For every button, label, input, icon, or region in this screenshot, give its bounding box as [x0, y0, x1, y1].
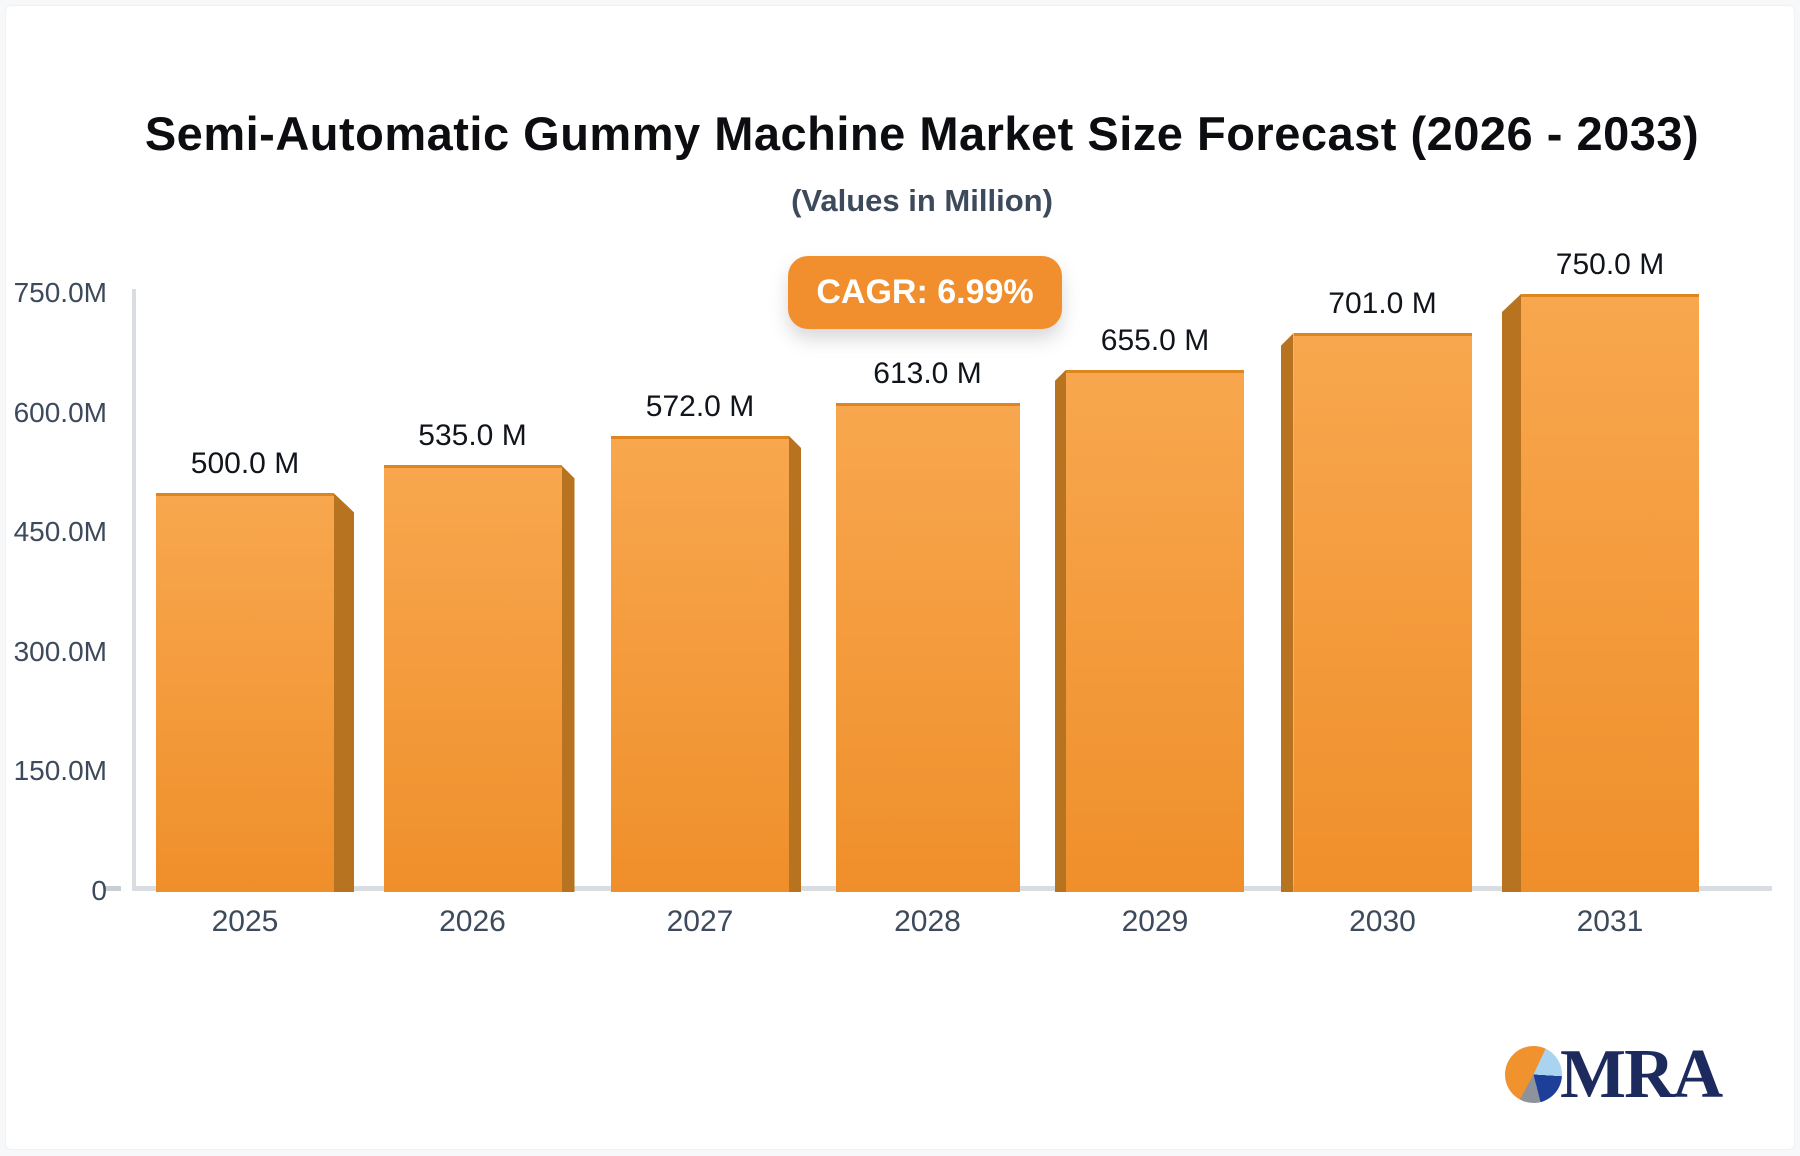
chart-title: Semi-Automatic Gummy Machine Market Size…: [144, 107, 1700, 160]
bar-2026[interactable]: [383, 465, 575, 892]
y-axis-line: [132, 289, 136, 891]
bar-2028[interactable]: [835, 403, 1020, 892]
bar-value-label-2027: 572.0 M: [645, 389, 755, 423]
bar-2030[interactable]: [1280, 333, 1472, 892]
bar-value-label-2029: 655.0 M: [1100, 323, 1210, 357]
bar-2027[interactable]: [611, 435, 801, 892]
chart-subtitle: (Values in Million): [791, 183, 1053, 218]
x-axis-label-2031: 2031: [1576, 905, 1644, 938]
cagr-badge: CAGR: 6.99%: [788, 256, 1062, 329]
bar-side-face: [561, 465, 575, 892]
bar-side-face: [1280, 333, 1294, 892]
mra-pie-icon: [1505, 1046, 1562, 1103]
bar-value-label-2025: 500.0 M: [190, 447, 300, 481]
cagr-badge-label: CAGR: 6.99%: [816, 273, 1034, 311]
bar-front-face: [1066, 369, 1244, 892]
bar-value-label-2028: 613.0 M: [873, 357, 982, 391]
bar-value-label-2030: 701.0 M: [1328, 287, 1437, 321]
x-axis-label-2030: 2030: [1349, 905, 1416, 938]
bar-front-face: [383, 465, 562, 892]
chart-header: Semi-Automatic Gummy Machine Market Size…: [50, 106, 1794, 219]
x-axis-label-2029: 2029: [1121, 905, 1189, 938]
y-axis-label-0: 0: [91, 875, 107, 906]
bar-chart-plot-area: 750.0M 600.0M 450.0M 300.0M 150.0M 0 500.0 M 20…: [6, 6, 1794, 1149]
bar-front-face: [1521, 294, 1699, 892]
bar-front-face: [611, 435, 789, 892]
x-axis-label-2025: 2025: [211, 905, 279, 938]
bar-side-face: [1055, 369, 1066, 892]
chart-card: Semi-Automatic Gummy Machine Market Size…: [5, 5, 1795, 1150]
bar-2031[interactable]: [1502, 294, 1699, 892]
bar-front-face: [156, 493, 334, 892]
mra-logo: MRA: [1505, 1036, 1723, 1113]
y-axis-label-150: 150.0M: [13, 755, 107, 787]
x-axis-label-2026: 2026: [439, 905, 506, 938]
bar-value-label-2026: 535.0 M: [418, 419, 527, 453]
bar-side-face: [789, 435, 801, 892]
y-axis-zero-tick: [105, 886, 121, 891]
x-axis-label-2027: 2027: [666, 905, 734, 938]
bar-2025[interactable]: [156, 493, 354, 892]
y-axis-label-300: 300.0M: [13, 635, 107, 667]
y-axis-label-750: 750.0M: [13, 277, 107, 308]
y-axis-label-600: 600.0M: [13, 396, 107, 428]
mra-logo-text: MRA: [1560, 1036, 1723, 1113]
bar-2029[interactable]: [1055, 369, 1244, 892]
bar-side-face: [1502, 294, 1521, 892]
bar-side-face: [334, 493, 354, 892]
bar-value-label-2031: 750.0 M: [1555, 248, 1665, 281]
y-axis-label-450: 450.0M: [13, 516, 107, 548]
x-axis-label-2028: 2028: [894, 905, 961, 938]
bar-front-face: [1293, 333, 1472, 892]
bar-front-face: [835, 403, 1020, 892]
